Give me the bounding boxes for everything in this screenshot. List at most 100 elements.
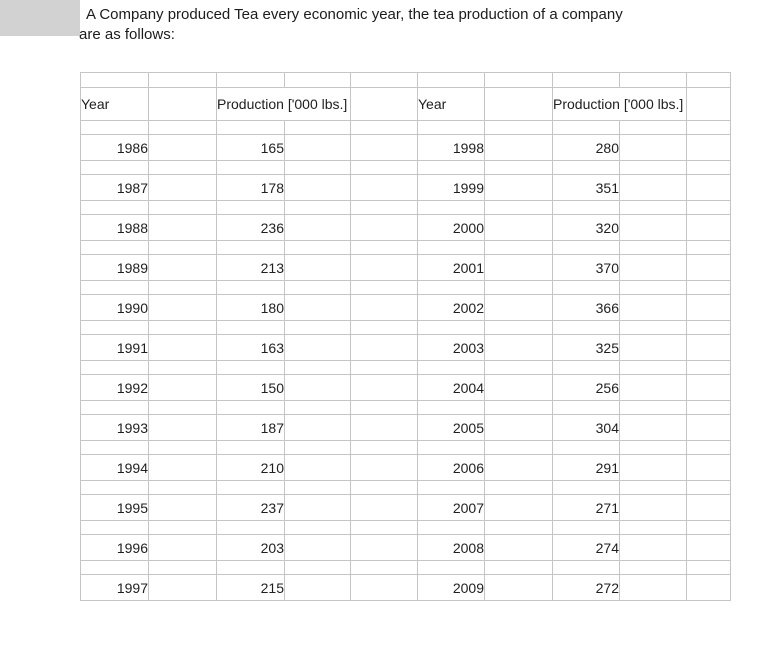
empty-cell — [350, 400, 418, 415]
empty-cell — [350, 360, 418, 375]
empty-cell — [686, 400, 731, 415]
empty-cell — [148, 360, 217, 375]
row-spacer — [80, 400, 731, 415]
empty-cell — [417, 160, 485, 175]
table-row: 1990 180 2002 366 — [80, 294, 731, 321]
table-row: 1995 237 2007 271 — [80, 494, 731, 521]
production-cell-right: 320 — [552, 214, 620, 241]
table-row: 1989 213 2001 370 — [80, 254, 731, 281]
year-cell-left: 1986 — [80, 134, 149, 161]
empty-cell — [284, 454, 351, 481]
empty-cell — [216, 320, 285, 335]
empty-cell — [80, 320, 149, 335]
empty-cell — [284, 494, 351, 521]
empty-cell — [417, 280, 485, 295]
question-line-1: A Company produced Tea every economic ye… — [86, 6, 623, 23]
empty-cell — [284, 334, 351, 361]
empty-cell — [484, 280, 553, 295]
year-cell-left: 1990 — [80, 294, 149, 321]
empty-cell — [350, 240, 418, 255]
empty-cell — [148, 320, 217, 335]
production-cell-right: 280 — [552, 134, 620, 161]
empty-cell — [619, 334, 687, 361]
empty-cell — [350, 560, 418, 575]
empty-cell — [350, 440, 418, 455]
header-production-left: Production ['000 lbs.] — [216, 87, 351, 121]
empty-cell — [619, 120, 687, 135]
empty-cell — [619, 294, 687, 321]
question-text: A Company produced Tea every economic ye… — [79, 5, 749, 45]
empty-cell — [80, 240, 149, 255]
table-row: 1991 163 2003 325 — [80, 334, 731, 361]
empty-cell — [686, 534, 731, 561]
production-cell-left: 180 — [216, 294, 285, 321]
year-cell-right: 2007 — [417, 494, 485, 521]
production-cell-right: 366 — [552, 294, 620, 321]
empty-cell — [216, 72, 285, 88]
empty-cell — [484, 320, 553, 335]
empty-cell — [284, 120, 351, 135]
empty-cell — [148, 120, 217, 135]
empty-cell — [619, 560, 687, 575]
empty-cell — [484, 534, 553, 561]
empty-cell — [216, 240, 285, 255]
empty-cell — [484, 160, 553, 175]
empty-cell — [148, 560, 217, 575]
year-cell-left: 1987 — [80, 174, 149, 201]
empty-cell — [350, 160, 418, 175]
empty-cell — [350, 320, 418, 335]
table-row: 1987 178 1999 351 — [80, 174, 731, 201]
empty-cell — [350, 254, 418, 281]
empty-cell — [686, 560, 731, 575]
row-spacer — [80, 560, 731, 575]
empty-cell — [148, 214, 217, 241]
empty-cell — [216, 360, 285, 375]
empty-cell — [619, 160, 687, 175]
empty-cell — [619, 480, 687, 495]
empty-cell — [552, 560, 620, 575]
empty-cell — [686, 320, 731, 335]
empty-cell — [284, 280, 351, 295]
production-cell-right: 291 — [552, 454, 620, 481]
empty-cell — [350, 174, 418, 201]
empty-cell — [350, 534, 418, 561]
year-cell-left: 1991 — [80, 334, 149, 361]
empty-cell — [148, 534, 217, 561]
empty-cell — [484, 294, 553, 321]
empty-cell — [619, 134, 687, 161]
row-spacer — [80, 520, 731, 535]
empty-cell — [417, 560, 485, 575]
table-row: 1986 165 1998 280 — [80, 134, 731, 161]
empty-cell — [284, 200, 351, 215]
empty-cell — [484, 440, 553, 455]
production-cell-left: 213 — [216, 254, 285, 281]
empty-cell — [284, 320, 351, 335]
empty-cell — [80, 480, 149, 495]
empty-cell — [350, 120, 418, 135]
empty-cell — [619, 400, 687, 415]
empty-cell — [484, 574, 553, 601]
empty-cell — [284, 360, 351, 375]
empty-cell — [619, 374, 687, 401]
year-cell-right: 2001 — [417, 254, 485, 281]
production-cell-right: 325 — [552, 334, 620, 361]
production-cell-left: 163 — [216, 334, 285, 361]
empty-cell — [484, 134, 553, 161]
production-cell-right: 272 — [552, 574, 620, 601]
empty-cell — [484, 494, 553, 521]
empty-cell — [552, 520, 620, 535]
empty-cell — [619, 72, 687, 88]
empty-cell — [350, 72, 418, 88]
empty-cell — [552, 280, 620, 295]
row-spacer — [80, 360, 731, 375]
empty-cell — [148, 574, 217, 601]
empty-cell — [417, 120, 485, 135]
empty-cell — [216, 120, 285, 135]
empty-cell — [686, 520, 731, 535]
table-row: 1988 236 2000 320 — [80, 214, 731, 241]
table-row: 1994 210 2006 291 — [80, 454, 731, 481]
table-row: 1992 150 2004 256 — [80, 374, 731, 401]
empty-cell — [216, 440, 285, 455]
empty-cell — [350, 134, 418, 161]
empty-cell — [417, 400, 485, 415]
